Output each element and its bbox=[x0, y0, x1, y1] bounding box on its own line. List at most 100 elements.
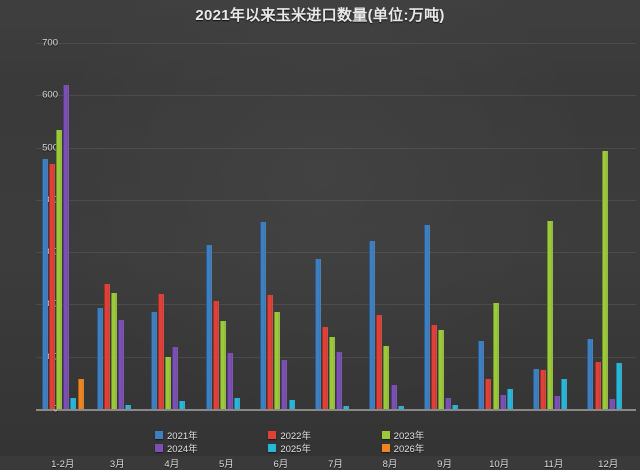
gridline-100 bbox=[36, 356, 636, 358]
bar-2024年-3月 bbox=[117, 320, 124, 409]
bar-2022年-4月 bbox=[158, 293, 165, 409]
x-tick-label-7月: 7月 bbox=[328, 459, 343, 470]
gridline-600 bbox=[36, 95, 636, 97]
bar-2023年-3月 bbox=[110, 292, 117, 409]
bar-2024年-10月 bbox=[499, 395, 506, 409]
x-tick-label-12月: 12月 bbox=[598, 459, 619, 470]
x-tick-label-3月: 3月 bbox=[109, 459, 125, 470]
bar-2024年-8月 bbox=[390, 385, 397, 409]
x-tick-label-6月: 6月 bbox=[273, 459, 289, 470]
bar-2025年-3月 bbox=[124, 404, 131, 409]
bar-2026年-1-2月 bbox=[77, 379, 84, 409]
bar-2021年-12月 bbox=[587, 338, 594, 409]
bar-chart: 2021年以来玉米进口数量(单位:万吨) 0100200300400500600… bbox=[36, 7, 636, 470]
bar-2025年-9月 bbox=[452, 405, 459, 409]
gridline-400 bbox=[36, 199, 636, 201]
bar-2023年-9月 bbox=[438, 329, 444, 409]
bar-2021年-11月 bbox=[532, 369, 539, 409]
legend-swatch-icon bbox=[381, 430, 390, 439]
x-tick-label-5月: 5月 bbox=[218, 459, 234, 470]
bar-2022年-11月 bbox=[540, 369, 546, 409]
bar-2021年-1-2月 bbox=[42, 158, 48, 409]
bar-group bbox=[587, 43, 629, 409]
bar-2025年-7月 bbox=[343, 405, 350, 409]
bar-group bbox=[260, 43, 302, 409]
x-tick-label-11月: 11月 bbox=[543, 459, 564, 470]
bar-2024年-12月 bbox=[608, 398, 615, 409]
x-tick-label-9月: 9月 bbox=[437, 459, 452, 470]
bar-2022年-9月 bbox=[430, 325, 437, 409]
bar-2025年-12月 bbox=[615, 363, 622, 409]
x-tick-label-4月: 4月 bbox=[164, 459, 180, 470]
legend-label: 2021年 bbox=[167, 430, 198, 442]
bar-2022年-12月 bbox=[594, 362, 601, 409]
bar-2025年-1-2月 bbox=[70, 397, 77, 409]
bar-2023年-5月 bbox=[219, 321, 226, 409]
bar-group bbox=[369, 43, 411, 409]
bar-2023年-7月 bbox=[328, 337, 335, 409]
gridline-200 bbox=[36, 304, 636, 306]
bar-2021年-5月 bbox=[205, 244, 212, 409]
bar-2021年-3月 bbox=[96, 307, 103, 409]
y-tick-label-500: 500 bbox=[42, 142, 58, 154]
bar-2021年-10月 bbox=[478, 341, 485, 409]
y-tick-label-700: 700 bbox=[42, 37, 58, 49]
bar-group bbox=[314, 43, 357, 409]
legend-item-2021年[interactable]: 2021年 bbox=[155, 428, 268, 442]
bar-2023年-10月 bbox=[492, 302, 499, 409]
bar-2022年-10月 bbox=[485, 379, 492, 409]
x-tick-label-8月: 8月 bbox=[382, 459, 398, 470]
bar-2025年-10月 bbox=[506, 389, 513, 409]
bar-group bbox=[96, 43, 139, 409]
legend-swatch-icon bbox=[268, 443, 277, 452]
bar-group bbox=[42, 43, 84, 409]
chart-title: 2021年以来玉米进口数量(单位:万吨) bbox=[195, 7, 445, 24]
legend-swatch-icon bbox=[381, 443, 390, 452]
bar-2022年-6月 bbox=[267, 294, 274, 409]
bar-2023年-6月 bbox=[274, 311, 281, 409]
bar-group bbox=[478, 43, 520, 409]
bar-2021年-8月 bbox=[369, 240, 376, 409]
bar-2022年-1-2月 bbox=[49, 164, 56, 409]
bar-2024年-4月 bbox=[172, 347, 179, 409]
bar-2025年-6月 bbox=[288, 400, 295, 409]
bar-group bbox=[151, 43, 193, 409]
bar-2024年-6月 bbox=[281, 359, 288, 409]
legend-item-2026年[interactable]: 2026年 bbox=[381, 441, 495, 455]
bar-2024年-7月 bbox=[336, 351, 343, 409]
bar-2021年-9月 bbox=[423, 224, 430, 409]
bar-2024年-1-2月 bbox=[63, 85, 70, 409]
bar-2022年-5月 bbox=[212, 300, 219, 409]
legend-label: 2026年 bbox=[393, 443, 425, 455]
legend-item-2024年[interactable]: 2024年 bbox=[155, 441, 268, 455]
chart-legend: 2021年 2022年 2023年 2024年 2025年 2026年 bbox=[155, 428, 495, 455]
bar-2023年-4月 bbox=[165, 356, 172, 409]
bar-group bbox=[532, 43, 575, 409]
bar-2025年-5月 bbox=[234, 397, 241, 409]
bar-2025年-8月 bbox=[397, 406, 404, 409]
legend-label: 2025年 bbox=[280, 443, 311, 455]
bar-2023年-12月 bbox=[601, 150, 608, 409]
gridline-300 bbox=[36, 252, 636, 254]
gridline-0 bbox=[36, 409, 636, 411]
gridline-700 bbox=[36, 43, 636, 44]
legend-item-2025年[interactable]: 2025年 bbox=[268, 441, 381, 455]
bar-2023年-8月 bbox=[383, 345, 390, 409]
bar-2021年-4月 bbox=[151, 311, 158, 409]
bar-group bbox=[423, 43, 466, 409]
legend-item-2022年[interactable]: 2022年 bbox=[268, 428, 381, 442]
legend-label: 2024年 bbox=[167, 443, 198, 455]
bar-2021年-7月 bbox=[314, 258, 321, 409]
legend-label: 2022年 bbox=[280, 430, 311, 442]
x-tick-label-1-2月: 1-2月 bbox=[51, 459, 75, 470]
bar-2024年-9月 bbox=[445, 397, 452, 409]
x-tick-label-10月: 10月 bbox=[489, 459, 510, 470]
legend-item-2023年[interactable]: 2023年 bbox=[381, 428, 495, 442]
plot-area: 0100200300400500600700 1-2月3月4月5月6月7月8月9… bbox=[36, 38, 636, 470]
bar-2023年-1-2月 bbox=[56, 130, 63, 409]
y-tick-label-0: 0 bbox=[52, 403, 58, 415]
bar-2025年-4月 bbox=[179, 401, 186, 409]
legend-swatch-icon bbox=[155, 430, 163, 439]
bar-2024年-5月 bbox=[226, 353, 233, 409]
legend-label: 2023年 bbox=[393, 430, 425, 442]
